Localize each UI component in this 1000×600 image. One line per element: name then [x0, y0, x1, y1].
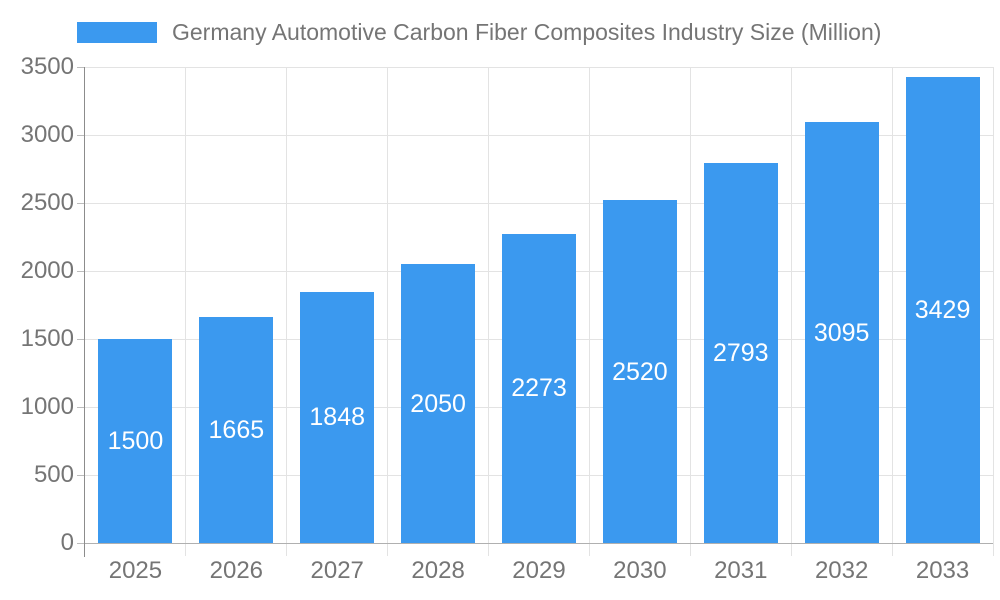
x-axis-tick-label: 2028	[411, 557, 465, 584]
x-gridline	[286, 67, 288, 543]
x-tick-mark	[689, 543, 691, 556]
bar-value-label: 2520	[612, 357, 668, 386]
y-axis-line	[84, 67, 85, 557]
y-axis-tick-label: 3000	[20, 121, 74, 148]
x-axis-tick-label: 2031	[714, 557, 768, 584]
x-axis-tick-label: 2033	[915, 557, 970, 584]
y-axis-tick-label: 0	[60, 529, 74, 556]
bar-value-label: 2273	[511, 374, 567, 403]
x-gridline	[790, 67, 792, 543]
y-axis-tick-label: 3500	[20, 53, 74, 80]
y-axis-tick-label: 1500	[20, 325, 74, 352]
x-tick-mark	[387, 543, 389, 556]
bar[interactable]	[602, 200, 677, 543]
bar[interactable]	[703, 163, 778, 543]
y-tick-mark	[77, 406, 85, 408]
bar-value-label: 3429	[914, 295, 971, 324]
y-tick-mark	[77, 270, 85, 272]
x-axis-tick-label: 2029	[512, 557, 566, 584]
legend-label: Germany Automotive Carbon Fiber Composit…	[172, 19, 882, 45]
x-axis-tick-label: 2026	[209, 557, 264, 584]
y-axis-tick-label: 2000	[20, 257, 74, 284]
y-tick-mark	[77, 474, 85, 476]
y-tick-mark	[77, 542, 85, 544]
x-gridline	[588, 67, 590, 543]
x-axis-tick-label: 2025	[108, 557, 163, 584]
bar-value-label: 1848	[309, 403, 366, 432]
x-axis-tick-label: 2032	[814, 557, 869, 584]
x-gridline	[992, 67, 994, 543]
x-tick-mark	[588, 543, 590, 556]
x-tick-mark	[286, 543, 288, 556]
x-tick-mark	[891, 543, 893, 556]
bar-value-label: 2793	[712, 339, 769, 368]
bar-value-label: 1500	[107, 427, 164, 455]
bar-value-label: 3095	[813, 318, 870, 347]
x-gridline	[185, 67, 187, 543]
x-gridline	[891, 67, 893, 543]
y-tick-mark	[77, 202, 85, 204]
y-axis-tick-label: 2500	[20, 189, 74, 216]
x-tick-mark	[488, 543, 490, 556]
y-tick-mark	[77, 134, 85, 136]
x-axis-tick-label: 2030	[613, 557, 667, 584]
y-gridline	[85, 134, 993, 136]
bar[interactable]	[300, 291, 375, 543]
bar[interactable]	[804, 122, 879, 543]
bar[interactable]	[905, 76, 980, 543]
x-axis-line	[85, 543, 993, 544]
y-axis-tick-label: 500	[33, 461, 74, 488]
x-gridline	[488, 67, 490, 543]
legend-swatch	[77, 22, 157, 43]
bar[interactable]	[98, 339, 173, 543]
bar[interactable]	[502, 233, 576, 543]
x-tick-mark	[992, 543, 994, 556]
y-gridline	[85, 66, 993, 68]
y-tick-mark	[77, 66, 85, 68]
bar[interactable]	[401, 264, 476, 543]
bar-value-label: 2050	[410, 389, 466, 418]
bar-value-label: 1665	[208, 415, 265, 444]
x-gridline	[689, 67, 691, 543]
y-tick-mark	[77, 338, 85, 340]
x-tick-mark	[790, 543, 792, 556]
x-axis-tick-label: 2027	[310, 557, 364, 584]
x-tick-mark	[185, 543, 187, 556]
x-gridline	[387, 67, 389, 543]
y-axis-tick-label: 1000	[20, 393, 74, 420]
bar[interactable]	[199, 316, 274, 543]
y-gridline	[85, 202, 993, 204]
